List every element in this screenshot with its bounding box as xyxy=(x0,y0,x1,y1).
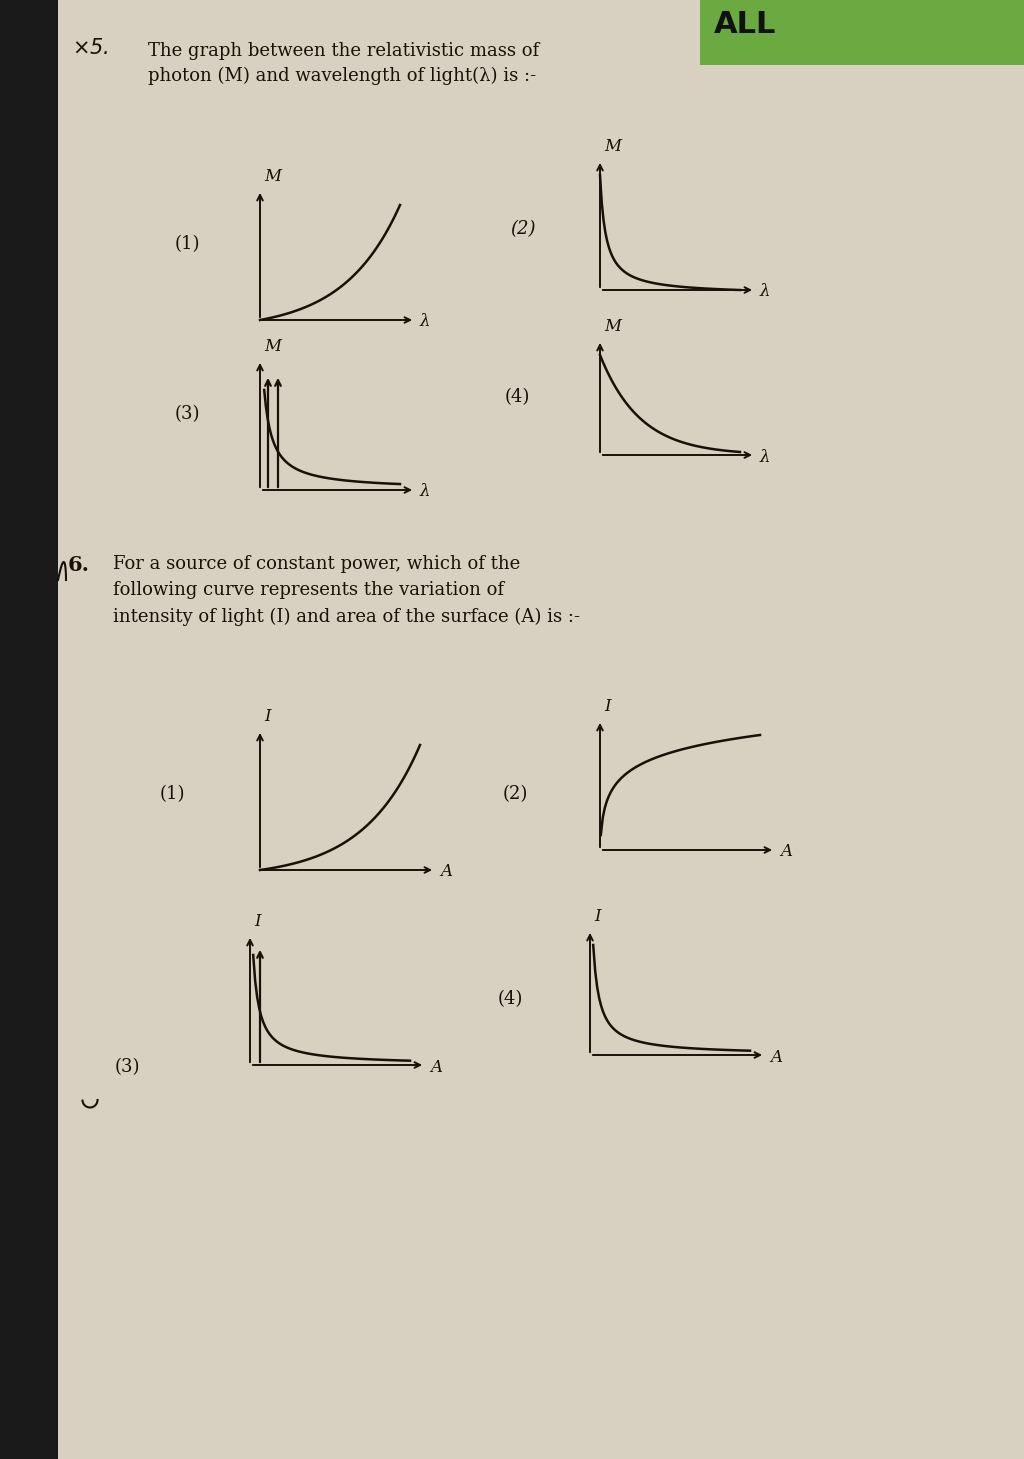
Text: (2): (2) xyxy=(510,220,536,238)
Text: (2): (2) xyxy=(503,785,528,802)
Bar xyxy=(0,0,58,1459)
Text: M: M xyxy=(604,139,621,155)
Text: $\times$5.: $\times$5. xyxy=(72,38,109,58)
Bar xyxy=(700,0,1024,66)
Text: (4): (4) xyxy=(505,388,530,406)
Text: A: A xyxy=(780,843,792,861)
Text: (4): (4) xyxy=(498,991,523,1008)
Text: For a source of constant power, which of the
following curve represents the vari: For a source of constant power, which of… xyxy=(113,554,580,626)
Text: I: I xyxy=(264,708,270,725)
Text: λ: λ xyxy=(760,448,770,465)
Text: I: I xyxy=(254,913,261,929)
Text: A: A xyxy=(430,1058,442,1075)
Text: 6.: 6. xyxy=(68,554,90,575)
Text: (3): (3) xyxy=(115,1058,140,1075)
Text: The graph between the relativistic mass of
photon (M) and wavelength of light(λ): The graph between the relativistic mass … xyxy=(148,42,539,86)
Text: M: M xyxy=(264,338,281,355)
Text: M: M xyxy=(604,318,621,336)
Text: (1): (1) xyxy=(175,235,201,252)
Text: λ: λ xyxy=(760,283,770,301)
Text: A: A xyxy=(440,864,452,880)
Text: I: I xyxy=(594,907,601,925)
Text: λ: λ xyxy=(420,483,430,500)
Text: M: M xyxy=(264,168,281,185)
Text: ALL: ALL xyxy=(714,10,776,39)
Text: (1): (1) xyxy=(160,785,185,802)
Text: λ: λ xyxy=(420,314,430,331)
Text: (3): (3) xyxy=(175,406,201,423)
Text: A: A xyxy=(770,1049,782,1065)
Text: I: I xyxy=(604,697,610,715)
